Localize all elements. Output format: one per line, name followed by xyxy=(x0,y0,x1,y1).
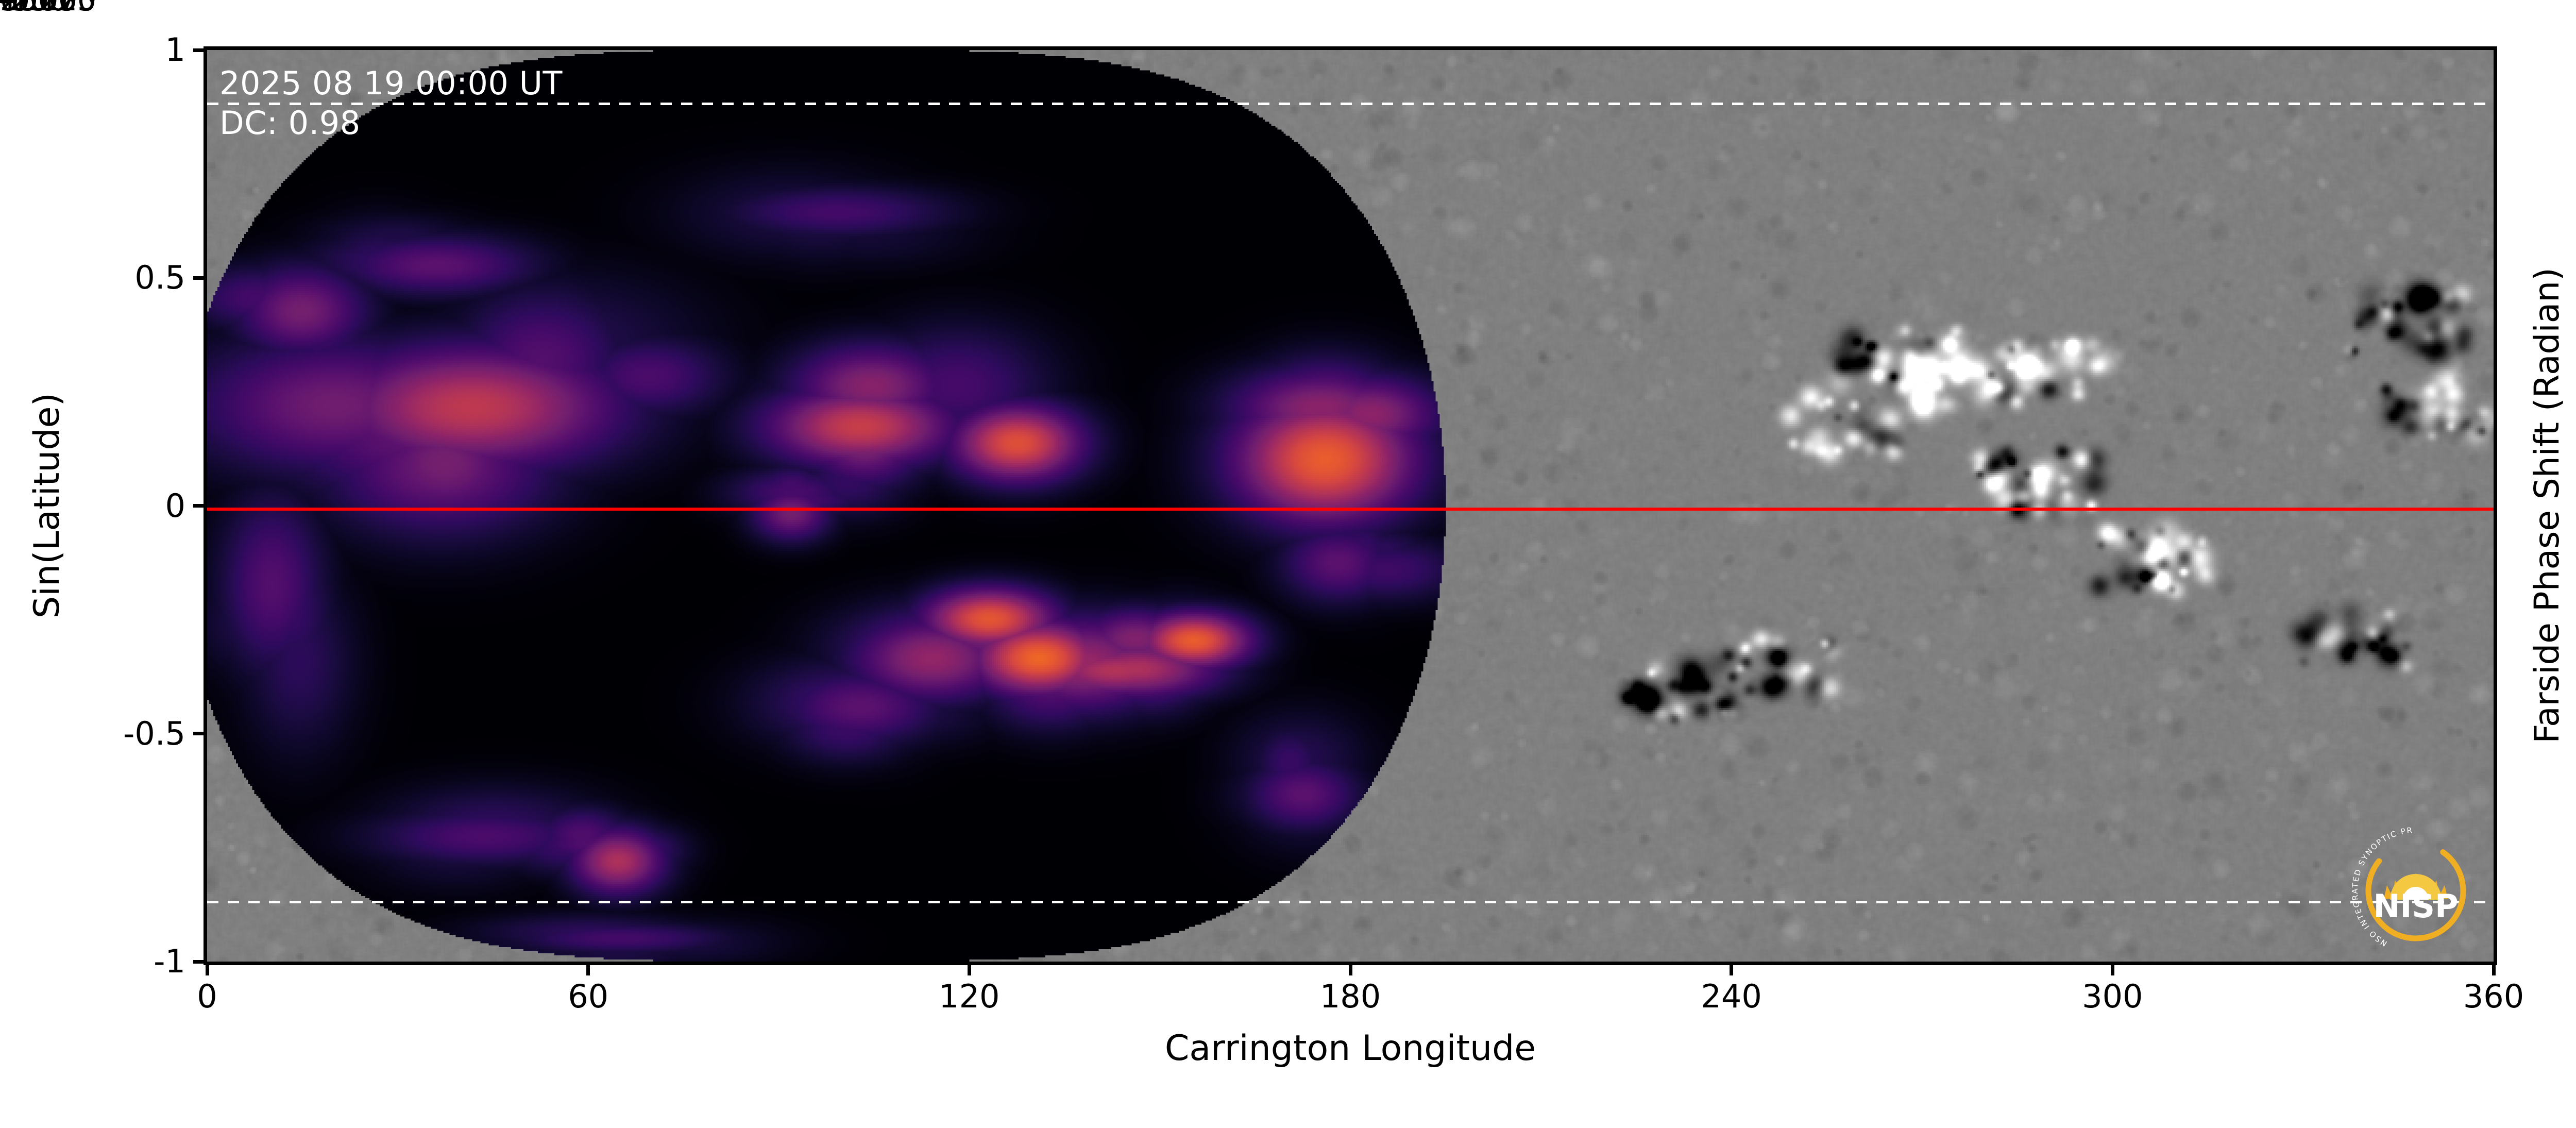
x-tick-label: 0 xyxy=(197,978,217,1015)
x-tick-label: 240 xyxy=(1701,978,1762,1015)
timestamp-label: 2025 08 19 00:00 UT xyxy=(219,64,563,102)
farside-colorbar-label: -0.225 xyxy=(0,0,96,18)
frontside-colorbar-label: 150 xyxy=(0,0,57,18)
synoptic-map-axes: 2025 08 19 00:00 UT DC: 0.98 xyxy=(204,46,2497,965)
farside-colorbar-label: -0.075 xyxy=(0,0,96,18)
y-tick-label: 0.5 xyxy=(134,259,185,297)
farside-colorbar-label: -0.150 xyxy=(0,0,96,18)
equator-line xyxy=(207,508,2494,511)
frontside-colorbar-label: -50 xyxy=(0,0,49,18)
x-tick-label: 180 xyxy=(1319,978,1381,1015)
x-tick xyxy=(1730,965,1734,975)
x-tick xyxy=(2110,965,2114,975)
x-tick xyxy=(1348,965,1352,975)
x-tick xyxy=(586,965,590,975)
x-tick xyxy=(2492,965,2496,975)
frontside-colorbar-label: 100 xyxy=(0,0,57,18)
frontside-colorbar-tick xyxy=(0,0,13,3)
frontside-colorbar-label: -200 xyxy=(0,0,68,18)
frontside-colorbar-label: 200 xyxy=(0,0,57,18)
y-tick-label: -0.5 xyxy=(123,714,185,752)
y-axis-title: Sin(Latitude) xyxy=(27,392,67,619)
x-tick xyxy=(205,965,209,975)
x-tick-label: 120 xyxy=(939,978,1000,1015)
nisp-logo: NISP NSO INTEGRATED SYNOPTIC PROGRAM xyxy=(2351,827,2480,955)
x-tick xyxy=(967,965,971,975)
farside-colorbar-label: -0.175 xyxy=(0,0,96,18)
x-axis-title: Carrington Longitude xyxy=(1164,1028,1536,1069)
farside-colorbar-label: -0.250 xyxy=(0,0,96,18)
y-tick xyxy=(193,276,204,280)
farside-colorbar-label: -0.200 xyxy=(0,0,96,18)
frontside-colorbar-label: 50 xyxy=(0,0,38,18)
x-tick-label: 300 xyxy=(2082,978,2143,1015)
y-tick xyxy=(193,959,204,964)
nisp-wordmark: NISP xyxy=(2373,887,2458,925)
y-tick-label: 0 xyxy=(165,486,185,525)
y-tick xyxy=(193,732,204,736)
y-tick-label: -1 xyxy=(154,942,185,980)
farside-phase-shift-canvas xyxy=(207,50,2494,962)
farside-colorbar-label: -0.050 xyxy=(0,0,96,18)
frontside-colorbar-label: 0 xyxy=(0,0,19,18)
plot-clip: 2025 08 19 00:00 UT DC: 0.98 xyxy=(207,50,2494,962)
south-latitude-guide-line xyxy=(207,901,2494,903)
y-tick xyxy=(193,504,204,508)
farside-colorbar-title: Farside Phase Shift (Radian) xyxy=(2527,267,2567,744)
frontside-colorbar-label: -100 xyxy=(0,0,68,18)
y-tick xyxy=(193,48,204,52)
duty-cycle-label: DC: 0.98 xyxy=(219,104,361,142)
farside-colorbar-label: -0.125 xyxy=(0,0,96,18)
x-tick-label: 60 xyxy=(568,978,609,1015)
farside-colorbar-label: -0.100 xyxy=(0,0,96,18)
north-latitude-guide-line xyxy=(207,103,2494,105)
y-tick-label: 1 xyxy=(165,31,185,69)
frontside-colorbar-label: -150 xyxy=(0,0,68,18)
x-tick-label: 360 xyxy=(2463,978,2524,1015)
